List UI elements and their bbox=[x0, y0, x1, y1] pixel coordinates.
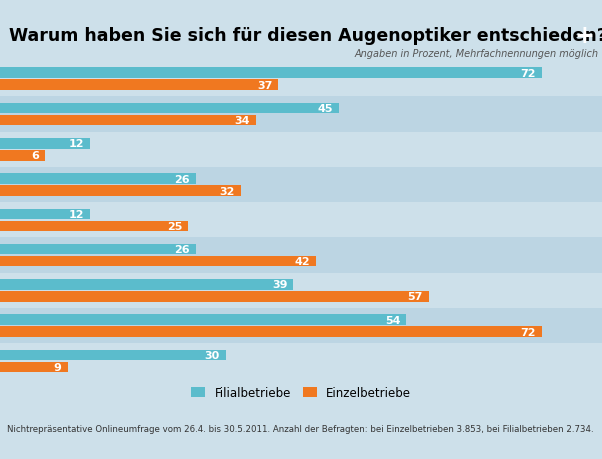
Bar bbox=[0, 68, 542, 79]
Text: Nichtrepräsentative Onlineumfrage vom 26.4. bis 30.5.2011. Anzahl der Befragten:: Nichtrepräsentative Onlineumfrage vom 26… bbox=[7, 424, 594, 433]
Bar bbox=[0, 308, 602, 343]
Text: +: + bbox=[575, 24, 594, 48]
Text: 26: 26 bbox=[174, 245, 190, 255]
Text: Angaben in Prozent, Mehrfachnennungen möglich: Angaben in Prozent, Mehrfachnennungen mö… bbox=[355, 49, 599, 59]
Bar bbox=[0, 362, 68, 372]
Bar bbox=[0, 116, 256, 126]
Text: 54: 54 bbox=[385, 315, 400, 325]
Bar bbox=[0, 273, 602, 308]
Bar bbox=[0, 97, 602, 132]
Text: 45: 45 bbox=[317, 104, 332, 114]
Bar bbox=[0, 327, 542, 337]
Bar bbox=[0, 139, 90, 149]
Text: 57: 57 bbox=[408, 291, 423, 302]
Bar bbox=[0, 209, 90, 219]
Bar bbox=[0, 203, 602, 238]
Text: Warum haben Sie sich für diesen Augenoptiker entschieden?: Warum haben Sie sich für diesen Augenopt… bbox=[9, 27, 602, 45]
Text: 72: 72 bbox=[520, 327, 536, 337]
Bar bbox=[0, 314, 406, 325]
Bar bbox=[0, 291, 429, 302]
Text: 32: 32 bbox=[219, 186, 235, 196]
Bar bbox=[0, 62, 602, 97]
Bar bbox=[0, 132, 602, 168]
Text: 26: 26 bbox=[174, 174, 190, 184]
Bar bbox=[0, 244, 196, 255]
Text: 30: 30 bbox=[205, 350, 220, 360]
Bar bbox=[0, 238, 602, 273]
Text: 37: 37 bbox=[257, 80, 273, 90]
Text: 34: 34 bbox=[234, 116, 250, 126]
Bar bbox=[0, 151, 45, 161]
Text: 9: 9 bbox=[54, 362, 61, 372]
Bar bbox=[0, 186, 241, 196]
Bar bbox=[0, 350, 226, 360]
Bar bbox=[0, 174, 196, 185]
Text: 39: 39 bbox=[272, 280, 288, 290]
Bar bbox=[0, 343, 602, 379]
Bar bbox=[0, 103, 338, 114]
Bar bbox=[0, 280, 294, 290]
Text: 12: 12 bbox=[69, 139, 84, 149]
Text: 42: 42 bbox=[294, 257, 310, 267]
Text: 6: 6 bbox=[31, 151, 39, 161]
Legend: Filialbetriebe, Einzelbetriebe: Filialbetriebe, Einzelbetriebe bbox=[191, 386, 411, 399]
Bar bbox=[0, 256, 316, 267]
Text: 25: 25 bbox=[167, 221, 182, 231]
Text: 12: 12 bbox=[69, 209, 84, 219]
Bar bbox=[0, 168, 602, 203]
Bar bbox=[0, 221, 188, 232]
Bar bbox=[0, 80, 278, 91]
Text: 72: 72 bbox=[520, 68, 536, 78]
